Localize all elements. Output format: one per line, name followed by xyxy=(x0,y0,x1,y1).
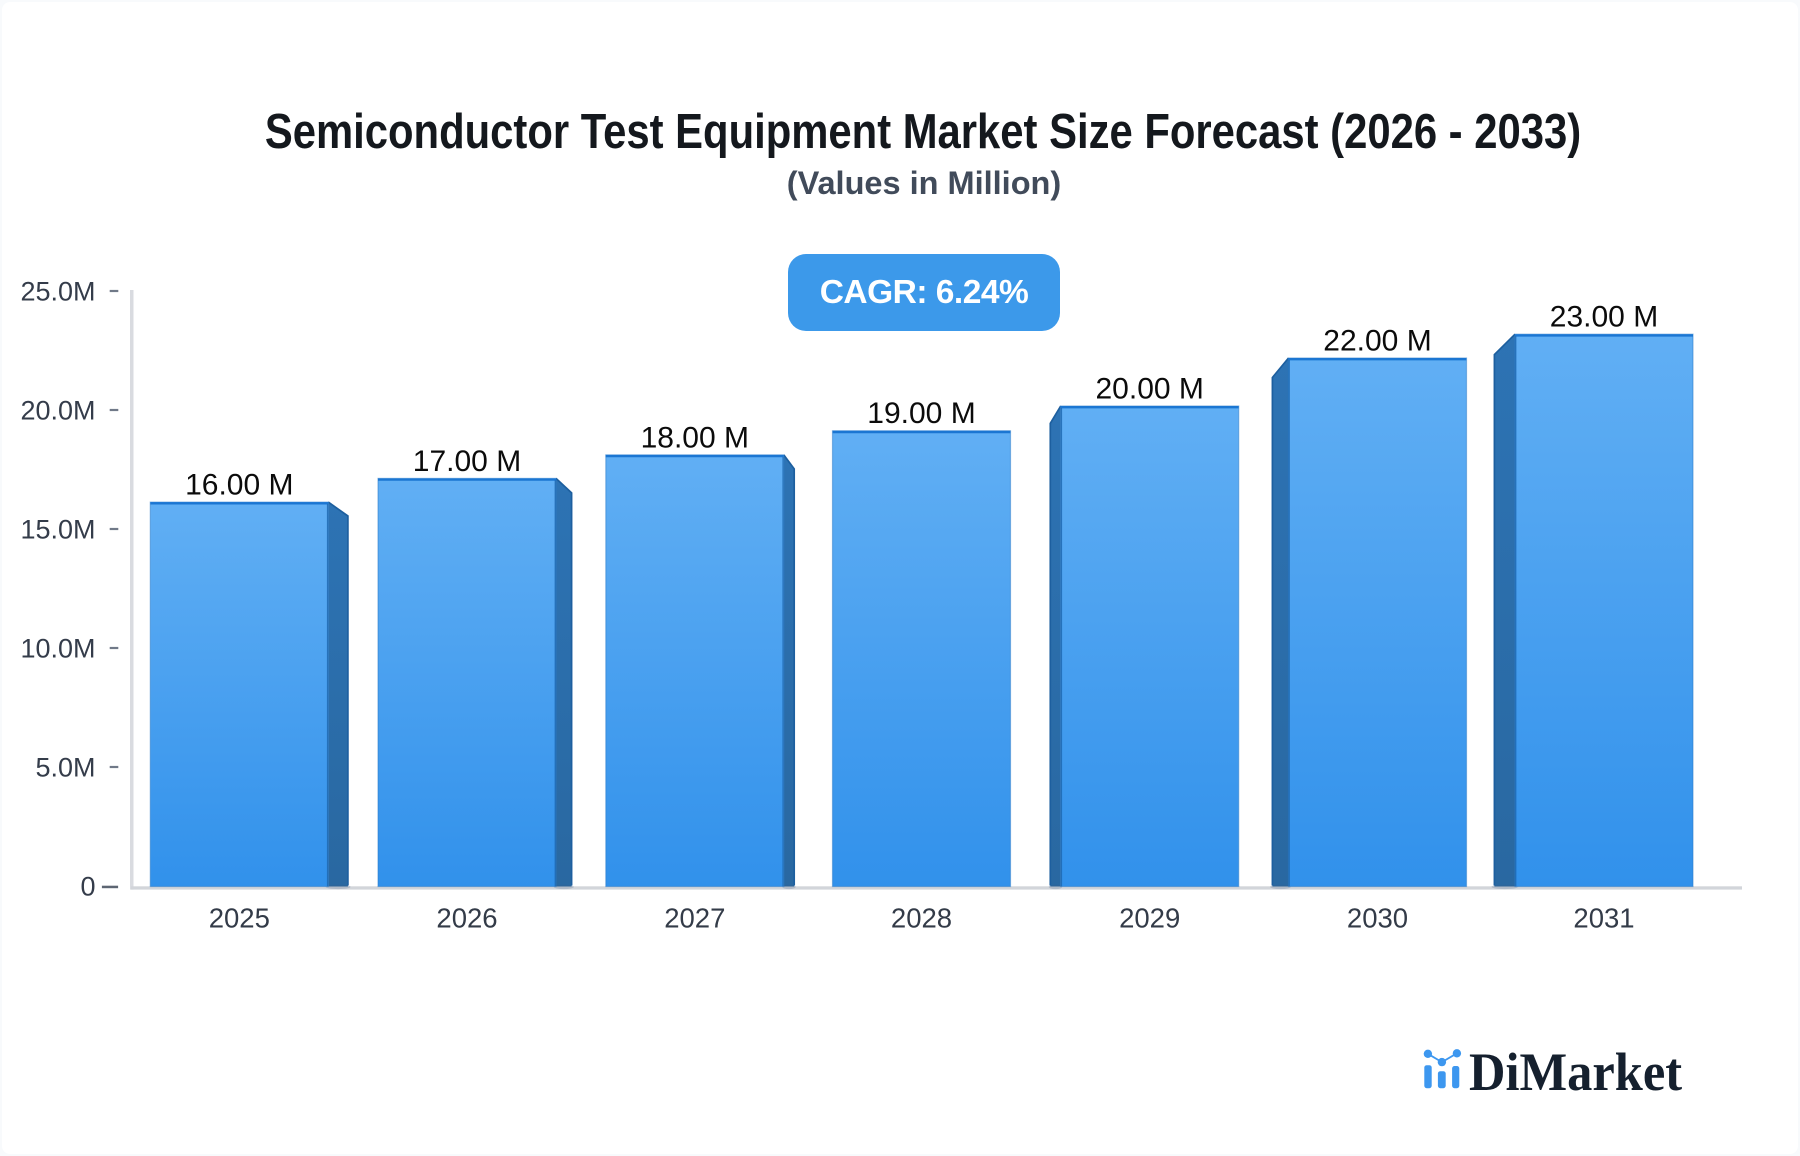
svg-text:2027: 2027 xyxy=(664,903,725,934)
svg-text:20.0M: 20.0M xyxy=(20,396,95,426)
svg-text:23.00 M: 23.00 M xyxy=(1550,301,1658,334)
svg-text:22.00 M: 22.00 M xyxy=(1323,324,1431,357)
svg-text:20.00 M: 20.00 M xyxy=(1095,372,1203,405)
svg-text:10.0M: 10.0M xyxy=(20,634,95,664)
svg-text:25.0M: 25.0M xyxy=(20,277,95,307)
svg-text:18.00 M: 18.00 M xyxy=(641,421,749,454)
svg-text:2030: 2030 xyxy=(1347,903,1408,934)
svg-text:2026: 2026 xyxy=(436,903,497,934)
svg-text:15.0M: 15.0M xyxy=(20,515,95,545)
svg-text:2025: 2025 xyxy=(209,903,270,934)
svg-text:2028: 2028 xyxy=(891,903,952,934)
svg-text:5.0M: 5.0M xyxy=(35,753,95,783)
svg-text:2029: 2029 xyxy=(1119,903,1180,934)
svg-text:16.00 M: 16.00 M xyxy=(185,469,293,502)
svg-text:0: 0 xyxy=(80,872,95,902)
svg-text:2031: 2031 xyxy=(1573,903,1634,934)
svg-text:17.00 M: 17.00 M xyxy=(413,445,521,478)
svg-text:19.00 M: 19.00 M xyxy=(867,397,975,430)
